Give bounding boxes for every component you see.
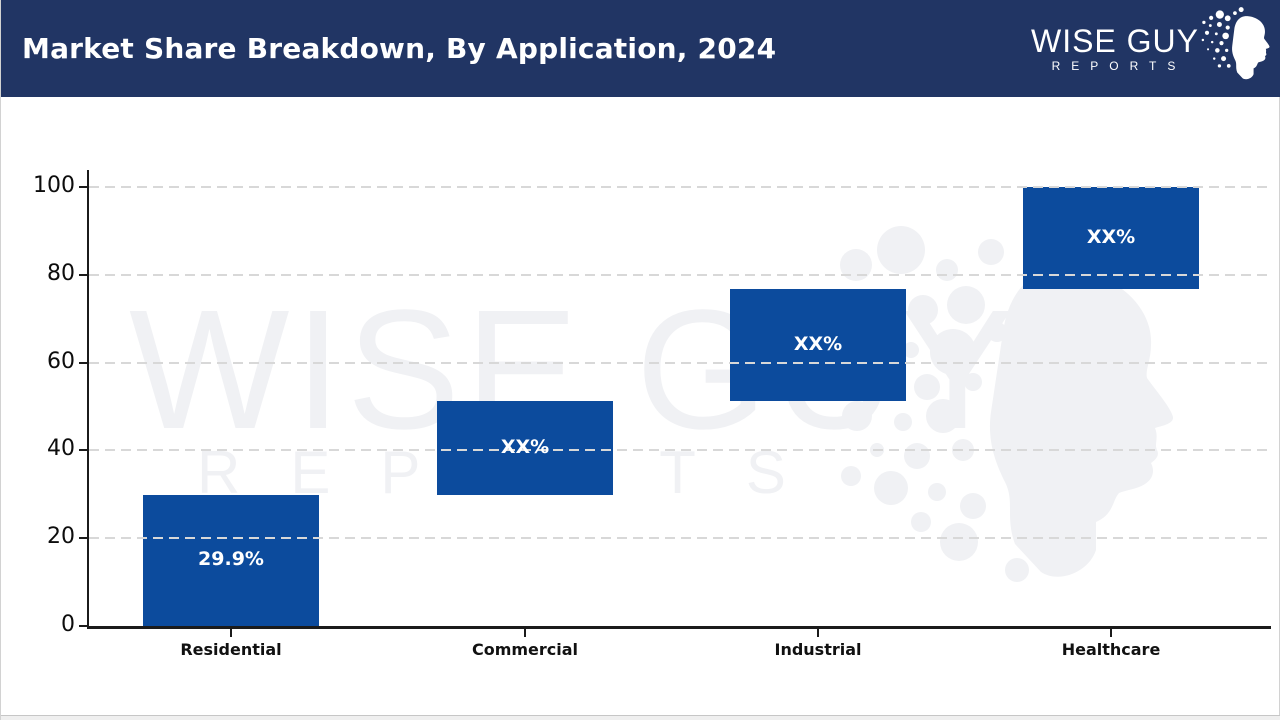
header: Market Share Breakdown, By Application, …	[1, 0, 1280, 97]
y-tick-0	[79, 625, 87, 627]
y-tick-60	[79, 361, 87, 364]
x-axis-label-commercial: Commercial	[471, 640, 579, 659]
bar-value-label-industrial: XX%	[793, 333, 843, 356]
brand-subtitle: REPORTS	[1051, 59, 1187, 73]
brand-name: WISE GUY	[1030, 23, 1199, 59]
y-tick-20	[79, 537, 87, 540]
y-tick-label-20: 20	[47, 524, 75, 550]
x-tick-healthcare	[1110, 629, 1112, 637]
watermark-head-icon	[828, 226, 1174, 582]
x-axis-line	[87, 626, 1271, 629]
y-tick-100	[79, 186, 87, 188]
bottom-strip	[1, 716, 1280, 720]
y-tick-label-60: 60	[47, 348, 75, 374]
brand-head-icon	[1201, 6, 1270, 79]
bar-residential	[143, 494, 319, 626]
y-tick-label-100: 100	[33, 173, 75, 198]
y-tick-label-80: 80	[47, 260, 75, 286]
gridline-80	[89, 273, 1269, 276]
bar-industrial	[730, 288, 906, 402]
bar-value-label-healthcare: XX%	[1086, 225, 1136, 248]
bar-healthcare	[1023, 187, 1199, 289]
y-tick-label-40: 40	[47, 436, 75, 462]
x-tick-residential	[230, 629, 232, 637]
bar-commercial	[437, 401, 613, 495]
gridline-20	[89, 537, 1269, 540]
x-tick-industrial	[817, 629, 819, 637]
bar-value-label-commercial: XX%	[500, 435, 550, 458]
chart-title: Market Share Breakdown, By Application, …	[22, 32, 777, 65]
x-tick-commercial	[524, 629, 526, 637]
plot-area: 0 20 40 60 80 100 29.9% Residential XX% Commercia…	[1, 97, 1280, 720]
gridline-60	[89, 361, 1269, 364]
gridline-40	[89, 449, 1269, 452]
x-axis-label-industrial: Industrial	[774, 640, 862, 659]
brand-logo: WISE GUY REPORTS	[1031, 0, 1273, 97]
x-axis-label-residential: Residential	[180, 640, 282, 659]
gridline-100	[89, 186, 1269, 188]
bar-value-label-residential: 29.9%	[198, 548, 264, 571]
y-axis-line	[87, 170, 89, 629]
y-tick-80	[79, 273, 87, 276]
y-tick-40	[79, 449, 87, 452]
y-tick-label-0: 0	[61, 612, 75, 637]
brand-logo-text: WISE GUY REPORTS	[1031, 24, 1199, 73]
x-axis-label-healthcare: Healthcare	[1061, 640, 1161, 659]
bottom-border	[1, 715, 1280, 716]
